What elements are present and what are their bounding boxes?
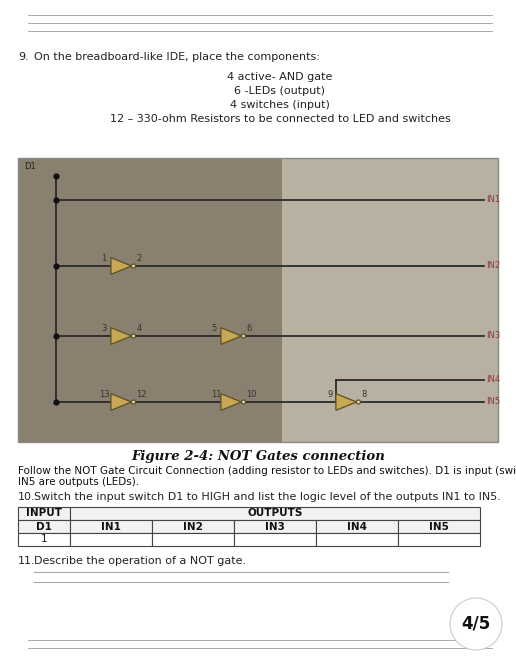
Polygon shape xyxy=(111,257,132,275)
Bar xyxy=(398,520,480,533)
Text: INPUT: INPUT xyxy=(26,508,62,519)
Bar xyxy=(398,533,480,546)
Text: 10.: 10. xyxy=(18,492,36,502)
Text: 4: 4 xyxy=(136,324,142,333)
Circle shape xyxy=(132,400,135,404)
Text: 6 -LEDs (output): 6 -LEDs (output) xyxy=(234,86,326,96)
Text: On the breadboard-like IDE, place the components:: On the breadboard-like IDE, place the co… xyxy=(34,52,320,62)
Circle shape xyxy=(241,400,246,404)
Text: 8: 8 xyxy=(361,390,367,399)
Text: 13: 13 xyxy=(99,390,109,399)
Polygon shape xyxy=(111,393,132,411)
Text: 5: 5 xyxy=(211,324,216,333)
Text: 3: 3 xyxy=(101,324,106,333)
Bar xyxy=(282,158,498,442)
Bar xyxy=(234,520,316,533)
Text: 1: 1 xyxy=(41,535,47,544)
Text: IN5: IN5 xyxy=(486,397,500,407)
Bar xyxy=(18,158,282,442)
Text: OUTPUTS: OUTPUTS xyxy=(247,508,303,519)
Polygon shape xyxy=(221,393,241,411)
Text: 6: 6 xyxy=(247,324,252,333)
Bar xyxy=(18,507,70,520)
Polygon shape xyxy=(111,327,132,345)
Text: 4 switches (input): 4 switches (input) xyxy=(230,100,330,110)
Text: Switch the input switch D1 to HIGH and list the logic level of the outputs IN1 t: Switch the input switch D1 to HIGH and l… xyxy=(34,492,501,502)
Text: 4 active- AND gate: 4 active- AND gate xyxy=(228,72,333,82)
Text: Follow the NOT Gate Circuit Connection (adding resistor to LEDs and switches). D: Follow the NOT Gate Circuit Connection (… xyxy=(18,466,516,476)
Text: 2: 2 xyxy=(136,254,142,263)
Circle shape xyxy=(241,334,246,338)
Bar xyxy=(70,507,480,520)
Bar xyxy=(234,533,316,546)
Text: 9.: 9. xyxy=(18,52,29,62)
Polygon shape xyxy=(336,393,357,411)
Text: 11.: 11. xyxy=(18,556,36,566)
Text: 11: 11 xyxy=(211,390,221,399)
Bar xyxy=(70,520,152,533)
Text: IN2: IN2 xyxy=(183,521,203,531)
Bar xyxy=(18,520,70,533)
Circle shape xyxy=(450,598,502,650)
Text: 10: 10 xyxy=(247,390,257,399)
Polygon shape xyxy=(221,327,241,345)
Circle shape xyxy=(357,400,361,404)
Text: IN3: IN3 xyxy=(265,521,285,531)
Bar xyxy=(152,533,234,546)
Circle shape xyxy=(132,264,135,268)
Text: Figure 2-4: NOT Gates connection: Figure 2-4: NOT Gates connection xyxy=(131,450,385,463)
Bar xyxy=(18,158,498,442)
Text: IN5: IN5 xyxy=(429,521,449,531)
Text: 12 – 330-ohm Resistors to be connected to LED and switches: 12 – 330-ohm Resistors to be connected t… xyxy=(109,114,450,124)
Text: IN5 are outputs (LEDs).: IN5 are outputs (LEDs). xyxy=(18,477,139,487)
Text: IN4: IN4 xyxy=(486,376,500,385)
Text: 1: 1 xyxy=(101,254,106,263)
Circle shape xyxy=(132,334,135,338)
Bar xyxy=(152,520,234,533)
Text: D1: D1 xyxy=(24,162,36,171)
Text: IN1: IN1 xyxy=(486,195,500,205)
Text: D1: D1 xyxy=(36,521,52,531)
Text: 12: 12 xyxy=(136,390,147,399)
Text: IN3: IN3 xyxy=(486,331,500,341)
Bar xyxy=(316,520,398,533)
Text: IN1: IN1 xyxy=(101,521,121,531)
Bar xyxy=(70,533,152,546)
Text: IN2: IN2 xyxy=(486,261,500,271)
Text: Describe the operation of a NOT gate.: Describe the operation of a NOT gate. xyxy=(34,556,246,566)
Text: 9: 9 xyxy=(328,390,333,399)
Bar xyxy=(316,533,398,546)
Bar xyxy=(18,533,70,546)
Text: 4/5: 4/5 xyxy=(461,615,491,633)
Text: IN4: IN4 xyxy=(347,521,367,531)
